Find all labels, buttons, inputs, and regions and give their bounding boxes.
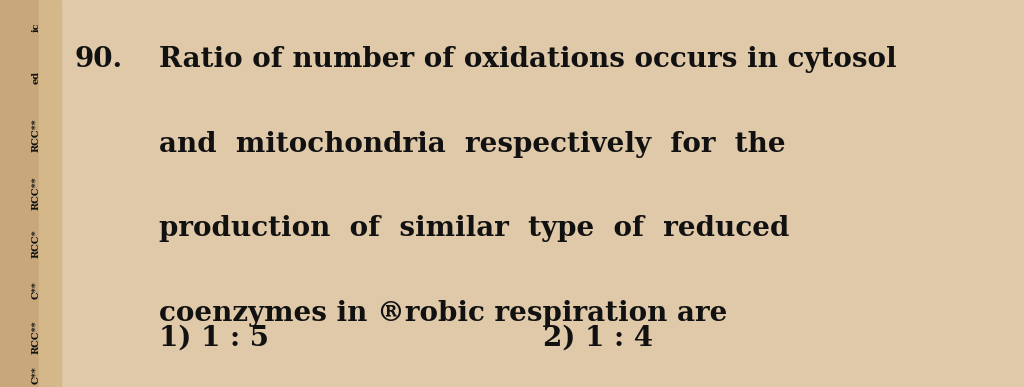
Text: 90.: 90. <box>75 46 123 74</box>
Text: and  mitochondria  respectively  for  the: and mitochondria respectively for the <box>159 131 785 158</box>
Text: coenzymes in ®robic respiration are: coenzymes in ®robic respiration are <box>159 300 727 327</box>
Text: C**: C** <box>32 366 40 384</box>
Bar <box>39 0 61 387</box>
Text: 2) 1 : 4: 2) 1 : 4 <box>543 325 652 352</box>
Text: ic: ic <box>32 22 40 32</box>
Text: ed: ed <box>32 71 40 84</box>
Text: RCC*: RCC* <box>32 229 40 258</box>
Text: RCC**: RCC** <box>32 119 40 152</box>
Text: production  of  similar  type  of  reduced: production of similar type of reduced <box>159 215 790 242</box>
Text: C**: C** <box>32 281 40 299</box>
Text: Ratio of number of oxidations occurs in cytosol: Ratio of number of oxidations occurs in … <box>159 46 896 74</box>
Text: RCC**: RCC** <box>32 177 40 210</box>
Bar <box>0 0 39 387</box>
Text: 1) 1 : 5: 1) 1 : 5 <box>159 325 268 352</box>
Text: RCC**: RCC** <box>32 320 40 353</box>
